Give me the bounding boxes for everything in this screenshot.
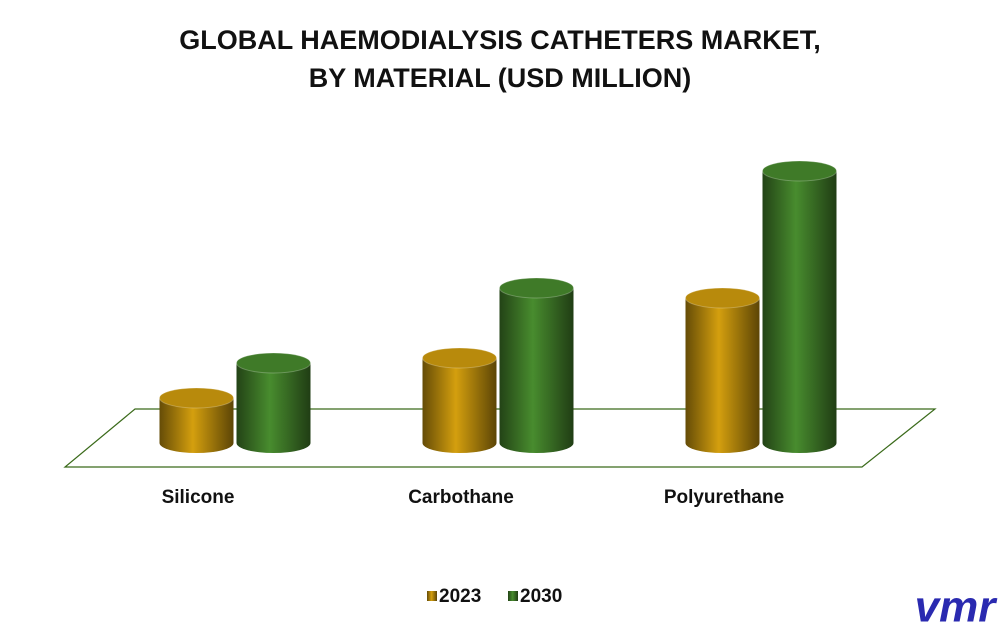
x-tick-label: Silicone: [162, 487, 235, 508]
chart-title: BY MATERIAL (USD MILLION): [309, 63, 691, 93]
x-tick-label: Polyurethane: [664, 487, 784, 508]
legend-label: 2023: [439, 586, 481, 607]
legend-marker: [508, 591, 518, 601]
bar: [685, 287, 760, 453]
legend-marker: [427, 591, 437, 601]
x-tick-label: Carbothane: [408, 487, 514, 508]
bar: [762, 160, 837, 453]
bar: [236, 352, 311, 453]
chart-title: GLOBAL HAEMODIALYSIS CATHETERS MARKET,: [179, 25, 821, 55]
bar: [499, 277, 574, 453]
bar: [159, 387, 234, 453]
bar: [422, 347, 497, 453]
logo: vmr: [915, 583, 999, 631]
legend-label: 2030: [520, 586, 562, 607]
